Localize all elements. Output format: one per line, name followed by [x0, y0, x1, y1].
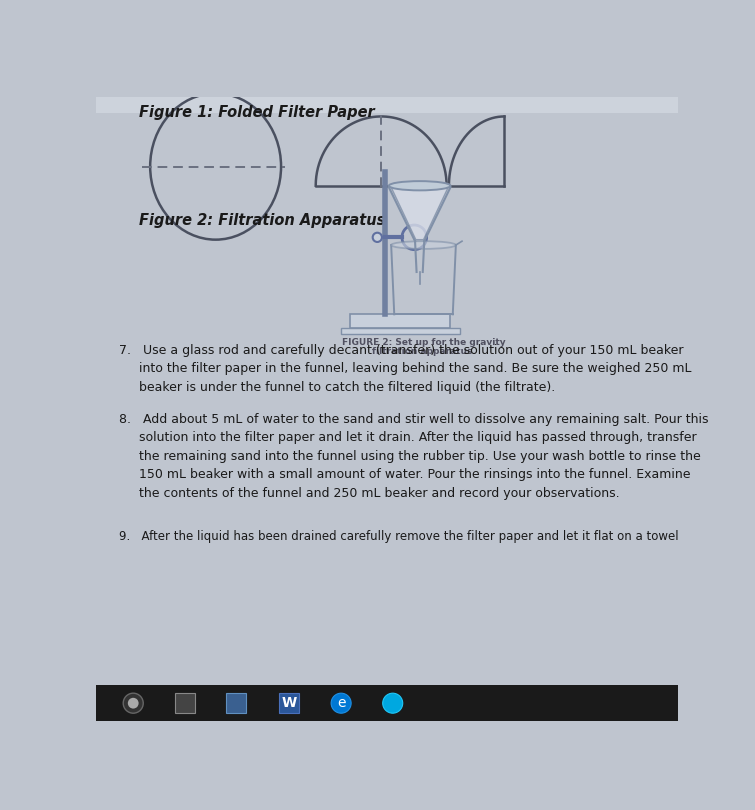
Circle shape	[383, 693, 402, 713]
Text: 8.   Add about 5 mL of water to the sand and stir well to dissolve any remaining: 8. Add about 5 mL of water to the sand a…	[119, 413, 709, 500]
Circle shape	[123, 693, 143, 713]
Circle shape	[331, 693, 351, 713]
FancyBboxPatch shape	[175, 693, 195, 713]
Circle shape	[128, 697, 139, 709]
Text: Figure 2: Filtration Apparatus: Figure 2: Filtration Apparatus	[139, 213, 385, 228]
Text: 9.   After the liquid has been drained carefully remove the filter paper and let: 9. After the liquid has been drained car…	[119, 530, 679, 543]
Bar	[97, 97, 678, 113]
Text: FIGURE 2: Set up for the gravity: FIGURE 2: Set up for the gravity	[342, 339, 505, 347]
Text: e: e	[337, 696, 345, 710]
Text: Figure 1: Folded Filter Paper: Figure 1: Folded Filter Paper	[139, 105, 374, 120]
FancyBboxPatch shape	[350, 314, 451, 328]
FancyBboxPatch shape	[341, 328, 461, 334]
Text: filtration apparatus.: filtration apparatus.	[371, 347, 476, 356]
Ellipse shape	[389, 181, 451, 190]
FancyBboxPatch shape	[279, 693, 299, 713]
Bar	[97, 685, 678, 721]
FancyBboxPatch shape	[226, 693, 246, 713]
Circle shape	[373, 232, 382, 242]
Polygon shape	[391, 187, 448, 240]
Ellipse shape	[391, 241, 456, 249]
Text: 7.   Use a glass rod and carefully decant (transfer) the solution out of your 15: 7. Use a glass rod and carefully decant …	[119, 343, 692, 394]
Text: W: W	[281, 696, 297, 710]
